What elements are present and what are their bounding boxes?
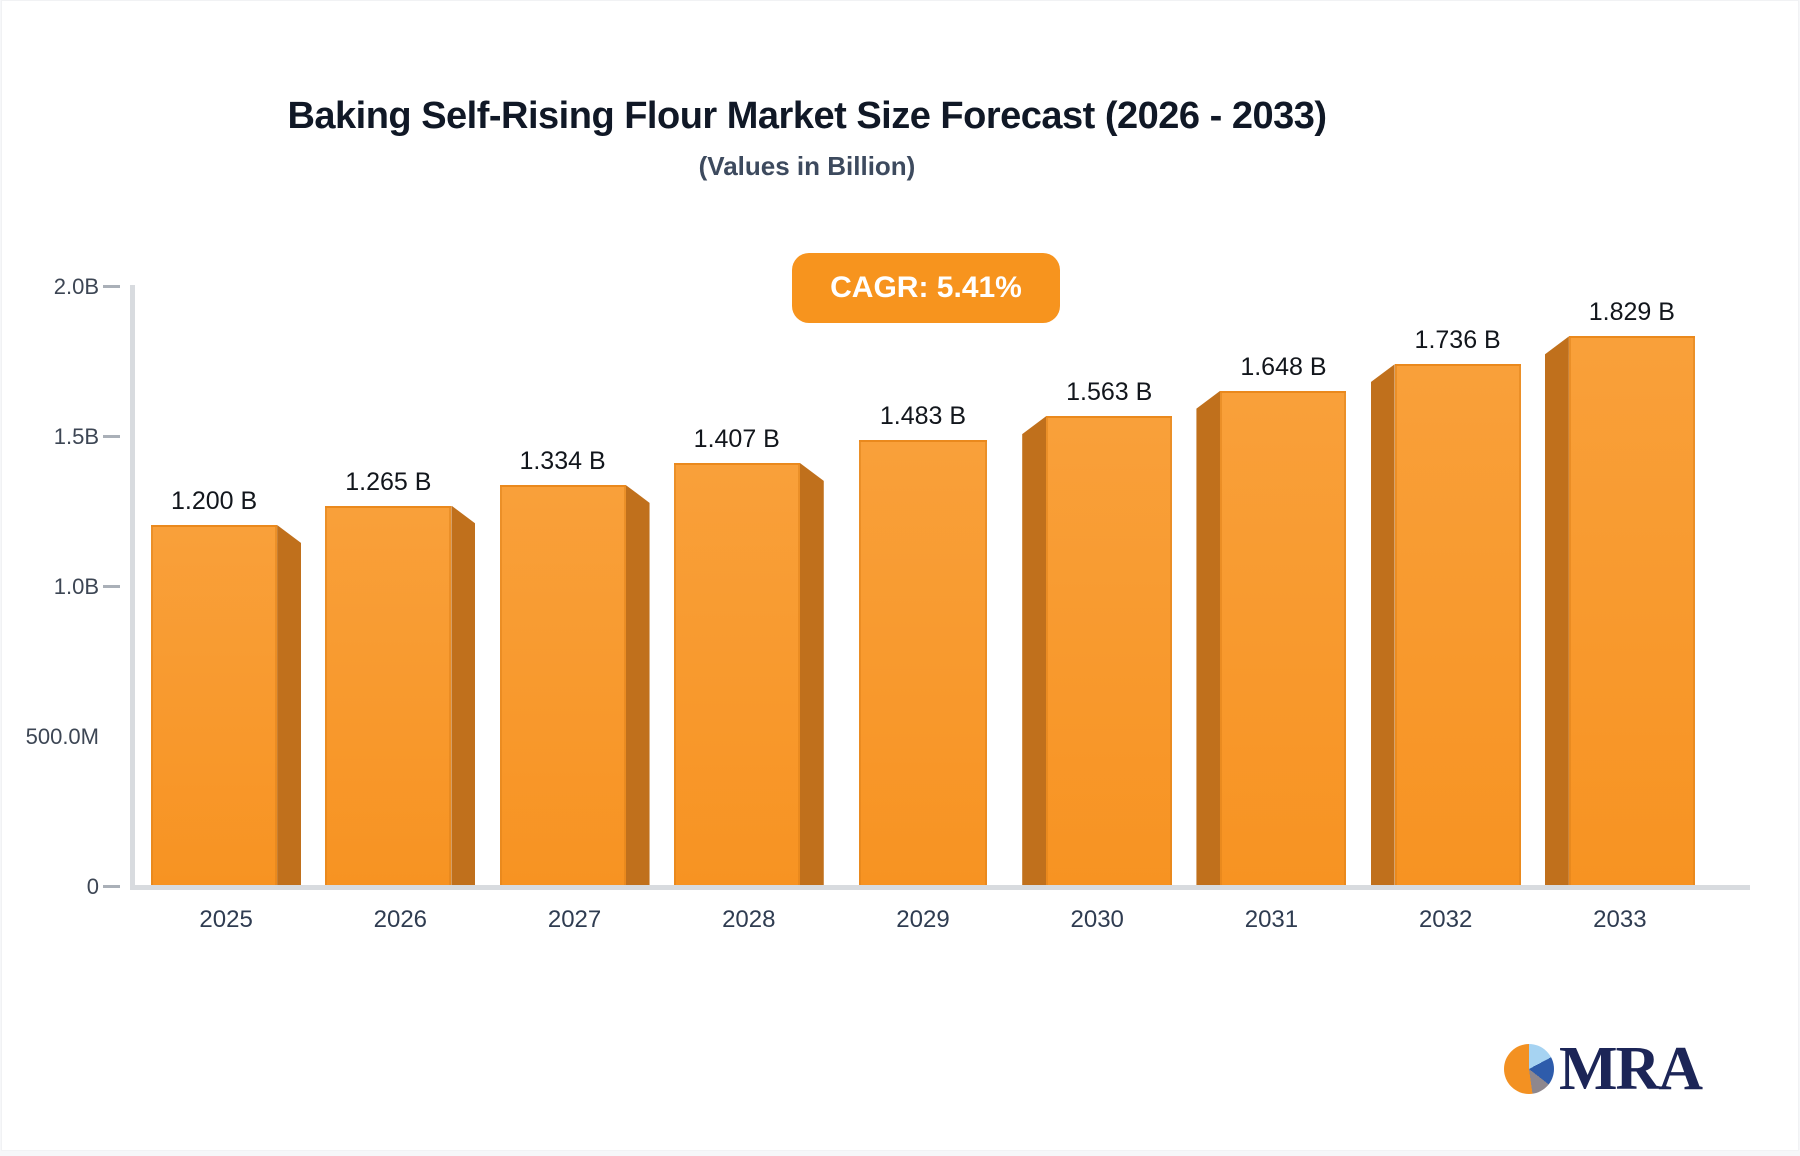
- bar-face: [151, 525, 278, 885]
- bar-face: [858, 440, 987, 885]
- y-tick-label: 1.5B: [53, 424, 99, 449]
- x-axis-year-label: 2031: [1244, 906, 1299, 933]
- y-tick-dash: [103, 285, 120, 288]
- bar-3d-side: [625, 484, 650, 885]
- x-axis-year-label: 2030: [1070, 906, 1124, 933]
- bar-3d-side: [799, 462, 824, 885]
- bar: [499, 484, 650, 885]
- bar: [325, 505, 476, 885]
- bar-face: [1568, 336, 1695, 885]
- bar-column: 1.483 B 2029: [836, 1, 1010, 933]
- y-tick-dash: [103, 585, 120, 588]
- bar: [673, 462, 824, 885]
- bars-row: 1.200 B 2025 1.265 B 2026 1.334 B 2027 1.407 B…: [139, 1, 1707, 933]
- x-axis-year-label: 2032: [1418, 906, 1473, 933]
- x-axis-year-label: 2027: [547, 906, 602, 933]
- cagr-badge: CAGR: 5.41%: [792, 253, 1060, 323]
- bar: [858, 440, 987, 885]
- chart-title: Baking Self-Rising Flour Market Size For…: [287, 95, 1327, 137]
- bar-column: 1.829 B 2033: [1533, 1, 1707, 933]
- bar-value-label: 1.829 B: [1588, 298, 1675, 327]
- bar-column: 1.648 B 2031: [1184, 1, 1358, 933]
- bar-value-label: 1.736 B: [1414, 326, 1501, 355]
- bar: [1022, 416, 1173, 885]
- bar-3d-side: [277, 525, 302, 885]
- bar-face: [1046, 416, 1173, 885]
- bar-face: [1394, 364, 1521, 885]
- bar-value-label: 1.265 B: [345, 467, 432, 496]
- bar-column: 1.736 B 2032: [1359, 1, 1533, 933]
- bar-face: [499, 484, 626, 885]
- bar: [1544, 336, 1695, 885]
- bar-column: 1.407 B 2028: [662, 1, 836, 933]
- y-tick-label: 0: [86, 874, 99, 899]
- x-axis-year-label: 2028: [722, 906, 776, 933]
- bar-value-label: 1.407 B: [693, 424, 780, 453]
- y-tick-dash: [103, 435, 120, 438]
- y-axis-line: [130, 285, 135, 890]
- y-tick-dash: [103, 885, 120, 888]
- y-tick-label: 500.0M: [25, 724, 99, 749]
- bar-column: 1.334 B 2027: [487, 1, 661, 933]
- bar-3d-side: [1370, 364, 1395, 885]
- x-axis-year-label: 2029: [896, 906, 950, 933]
- bar: [1370, 364, 1521, 885]
- bar: [151, 525, 302, 885]
- x-axis-line: [130, 885, 1750, 890]
- bar-face: [325, 505, 452, 885]
- bar-3d-side: [451, 505, 476, 885]
- bar-value-label: 1.334 B: [519, 446, 606, 475]
- logo-text: MRA: [1559, 1035, 1703, 1103]
- bar-value-label: 1.648 B: [1240, 352, 1327, 381]
- bar-3d-side: [1196, 390, 1221, 885]
- bar-column: 1.265 B 2026: [313, 1, 487, 933]
- bar: [1196, 390, 1347, 885]
- x-axis-year-label: 2025: [199, 906, 253, 933]
- y-tick-label: 2.0B: [53, 274, 99, 299]
- bar-3d-side: [1544, 336, 1569, 885]
- pie-chart-logo-icon: [1504, 1044, 1554, 1094]
- mra-logo: MRA: [1504, 1035, 1703, 1103]
- bar-value-label: 1.200 B: [171, 487, 258, 515]
- bar-3d-side: [1022, 416, 1047, 885]
- bar-value-label: 1.563 B: [1066, 378, 1153, 407]
- bar-face: [673, 462, 800, 885]
- x-axis-year-label: 2026: [373, 906, 428, 933]
- bar-column: 1.200 B 2025: [139, 1, 313, 933]
- bar-value-label: 1.483 B: [879, 402, 967, 431]
- bar-face: [1220, 390, 1347, 885]
- y-tick-label: 1.0B: [53, 574, 99, 599]
- chart-subtitle: (Values in Billion): [698, 151, 916, 181]
- bar-column: 1.563 B 2030: [1010, 1, 1184, 933]
- x-axis-year-label: 2033: [1593, 906, 1647, 933]
